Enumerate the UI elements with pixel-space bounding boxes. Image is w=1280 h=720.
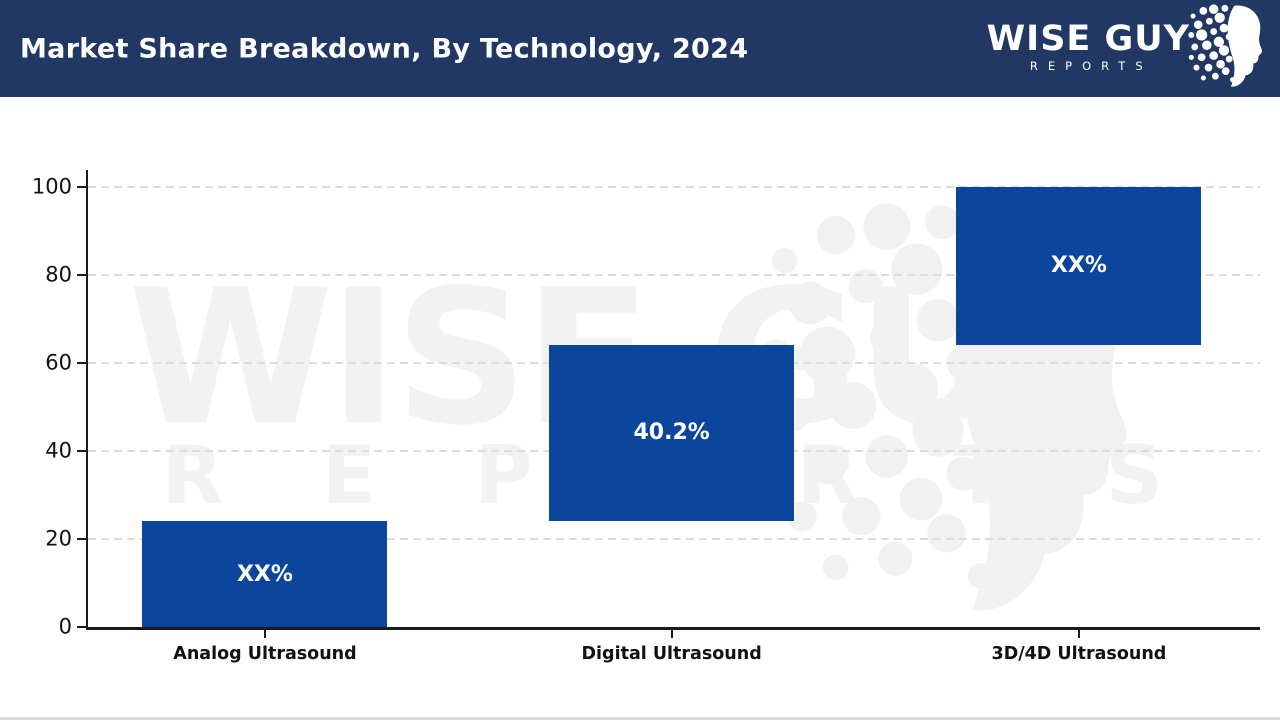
y-axis-tick	[77, 274, 86, 276]
y-axis-tick	[77, 362, 86, 364]
bar-segment: XX%	[956, 187, 1202, 345]
footer-divider	[0, 717, 1280, 720]
x-axis-tick	[263, 630, 266, 638]
x-axis-tick	[1077, 630, 1080, 638]
y-axis-tick	[77, 186, 86, 188]
wise-guy-logo: WISE GUY REPORTS	[987, 4, 1264, 90]
bar-value-label: XX%	[236, 561, 293, 587]
x-category-label: Analog Ultrasound	[173, 644, 357, 664]
y-gridline	[88, 186, 1260, 188]
y-gridline	[88, 538, 1260, 540]
bar-segment: 40.2%	[549, 344, 795, 522]
page-title: Market Share Breakdown, By Technology, 2…	[20, 33, 749, 64]
y-axis-tick-label: 80	[45, 262, 72, 287]
bar-value-label: 40.2%	[633, 420, 710, 446]
y-axis-tick-label: 0	[58, 614, 72, 639]
logo-subtitle: REPORTS	[1029, 58, 1153, 73]
x-category-label: Digital Ultrasound	[581, 644, 762, 664]
logo-face-icon	[1188, 4, 1263, 87]
bar-value-label: XX%	[1050, 253, 1107, 279]
header-bar: Market Share Breakdown, By Technology, 2…	[0, 0, 1280, 97]
bar-segment: XX%	[142, 521, 388, 627]
y-axis-tick-label: 40	[45, 438, 72, 463]
y-axis-tick-label: 60	[45, 350, 72, 375]
logo-wordmark: WISE GUY	[986, 19, 1190, 60]
y-axis-tick-label: 20	[45, 526, 72, 551]
plot-area: 0 20 40 60 80 100 XX% Analog Ultrasound 40.2% Dig…	[32, 170, 1260, 664]
logo-text: WISE GUY REPORTS	[987, 21, 1190, 73]
x-axis-tick	[670, 630, 673, 638]
y-gridline	[88, 274, 1260, 276]
y-axis-tick	[77, 538, 86, 540]
y-axis-tick	[77, 626, 86, 628]
y-axis-tick	[77, 450, 86, 452]
y-axis-tick-label: 100	[31, 174, 72, 199]
x-category-label: 3D/4D Ultrasound	[991, 644, 1167, 664]
